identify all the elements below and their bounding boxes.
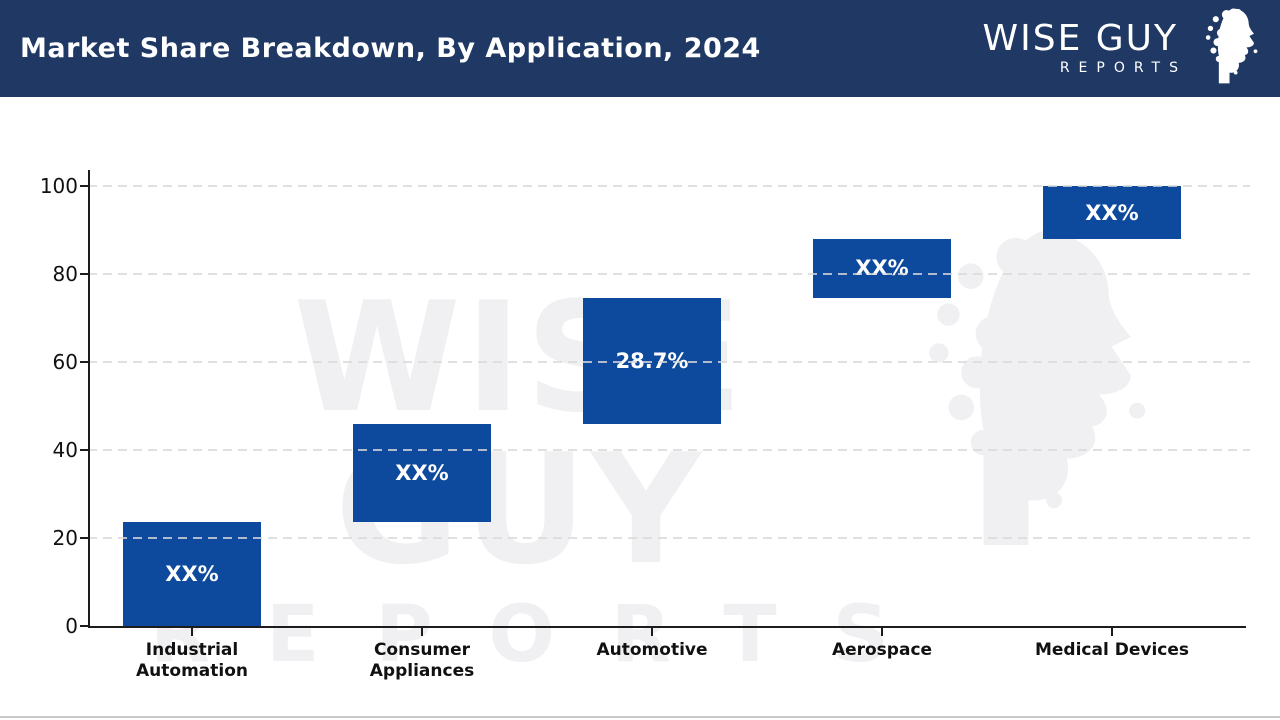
bottom-border: [0, 716, 1280, 718]
y-tick-label: 100: [39, 174, 78, 198]
x-tick-mark: [421, 628, 423, 636]
gridline: [88, 449, 1250, 451]
bar-value-label: XX%: [1085, 200, 1139, 225]
page-title: Market Share Breakdown, By Application, …: [20, 33, 761, 64]
y-tick-mark: [80, 185, 88, 187]
brand-subtitle: REPORTS: [1059, 60, 1187, 76]
x-tick-mark: [881, 628, 883, 636]
bar-value-label: XX%: [395, 461, 449, 486]
y-tick-mark: [80, 273, 88, 275]
waterfall-bar: XX%: [1043, 186, 1181, 240]
category-label: Aerospace: [831, 640, 933, 660]
bar-value-label: 28.7%: [615, 348, 689, 373]
category-label: Automotive: [596, 640, 708, 660]
waterfall-bar: XX%: [353, 424, 491, 523]
y-tick-label: 60: [52, 350, 78, 374]
gridline: [88, 185, 1250, 187]
y-axis: [88, 170, 90, 628]
chart-area: WISE GUY REPORTS 0 20 40 60 80 100 XX% Industri…: [0, 97, 1280, 716]
waterfall-bar: XX%: [123, 522, 261, 626]
x-tick-mark: [651, 628, 653, 636]
gridline: [88, 273, 1250, 275]
y-tick-mark: [80, 449, 88, 451]
bar-value-label: XX%: [165, 562, 219, 587]
y-tick-label: 0: [65, 614, 78, 638]
x-axis: [88, 626, 1246, 628]
x-tick-mark: [1111, 628, 1113, 636]
category-label: Medical Devices: [1034, 640, 1189, 660]
y-tick-label: 80: [52, 262, 78, 286]
gridline: [88, 537, 1250, 539]
brand-name: WISE GUY: [982, 18, 1178, 59]
y-tick-label: 40: [52, 438, 78, 462]
header: Market Share Breakdown, By Application, …: [0, 0, 1280, 97]
gridline: [88, 361, 1250, 363]
brand-logo: WISE GUY REPORTS: [983, 7, 1273, 91]
waterfall-bar: 28.7%: [583, 297, 721, 425]
bar-value-label: XX%: [855, 256, 909, 281]
category-label: Consumer Appliances: [369, 640, 475, 682]
y-tick-mark: [80, 361, 88, 363]
waterfall-bar: XX%: [813, 239, 951, 298]
category-label: Industrial Automation: [136, 640, 248, 682]
y-tick-label: 20: [52, 526, 78, 550]
x-tick-mark: [191, 628, 193, 636]
y-tick-mark: [80, 625, 88, 627]
y-tick-mark: [80, 537, 88, 539]
brand-text: WISE GUY REPORTS: [982, 18, 1179, 77]
